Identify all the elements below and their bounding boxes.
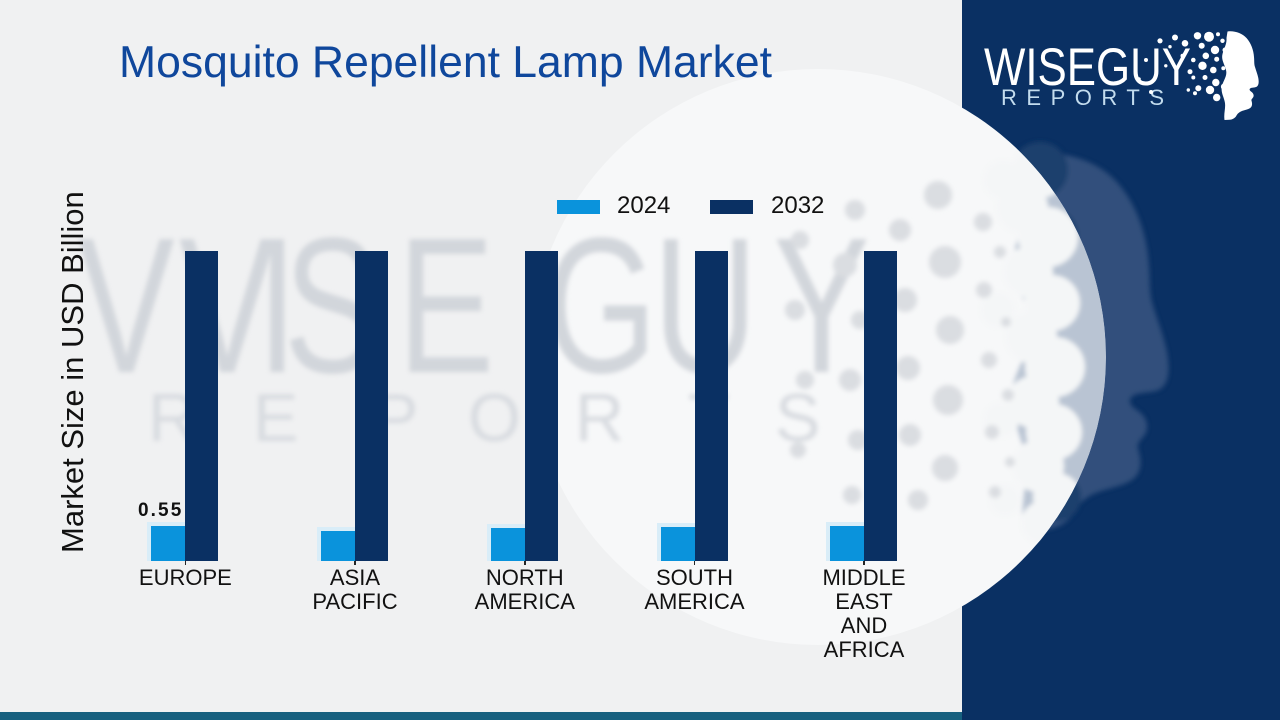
svg-text:WISEGUY: WISEGUY xyxy=(984,38,1191,97)
svg-text:REPORTS: REPORTS xyxy=(1001,85,1177,110)
